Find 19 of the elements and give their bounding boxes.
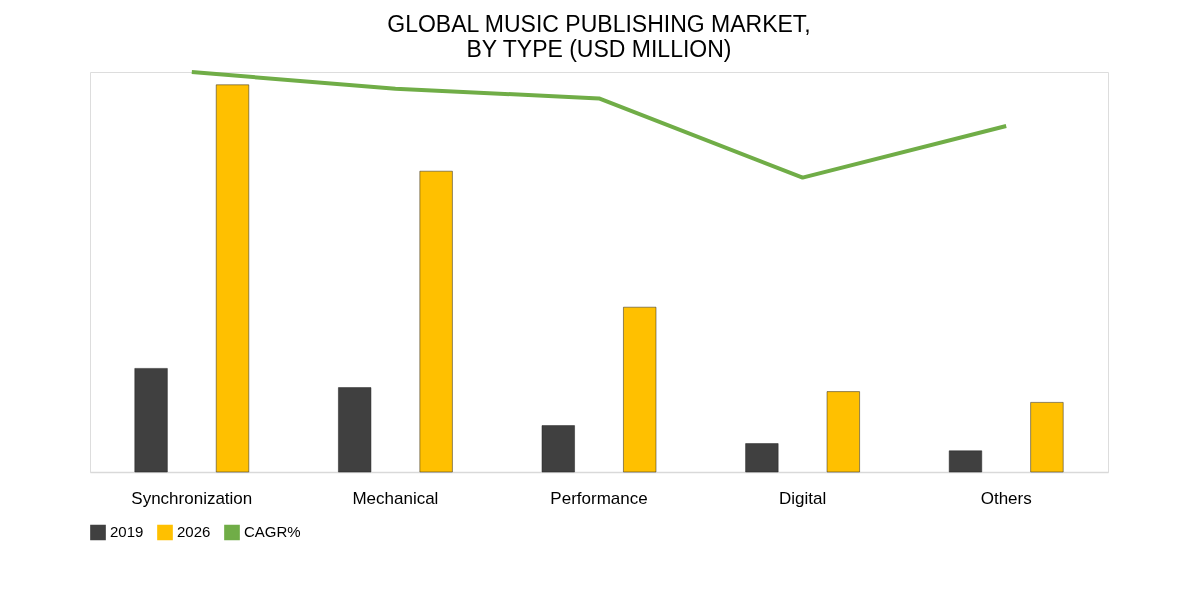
legend-label: 2026 — [177, 523, 211, 541]
bar — [745, 443, 779, 473]
x-tick-label: Synchronization — [131, 488, 253, 508]
legend-label: 2019 — [110, 523, 144, 541]
legend-label: CAGR% — [244, 523, 301, 541]
bar — [623, 306, 657, 473]
bar — [338, 387, 372, 473]
chart-title: GLOBAL MUSIC PUBLISHING MARKET, BY TYPE (USD MILLION) — [387, 11, 811, 62]
x-tick-label: Digital — [778, 488, 827, 508]
x-tick-label: Performance — [550, 488, 648, 508]
bar — [134, 368, 168, 473]
bar — [419, 170, 453, 473]
bar — [541, 425, 575, 473]
bar — [948, 450, 983, 473]
x-tick-label: Mechanical — [352, 488, 439, 508]
x-tick-label: Others — [980, 488, 1032, 508]
bar — [826, 391, 860, 473]
bar — [1030, 402, 1064, 473]
bar — [215, 84, 250, 473]
